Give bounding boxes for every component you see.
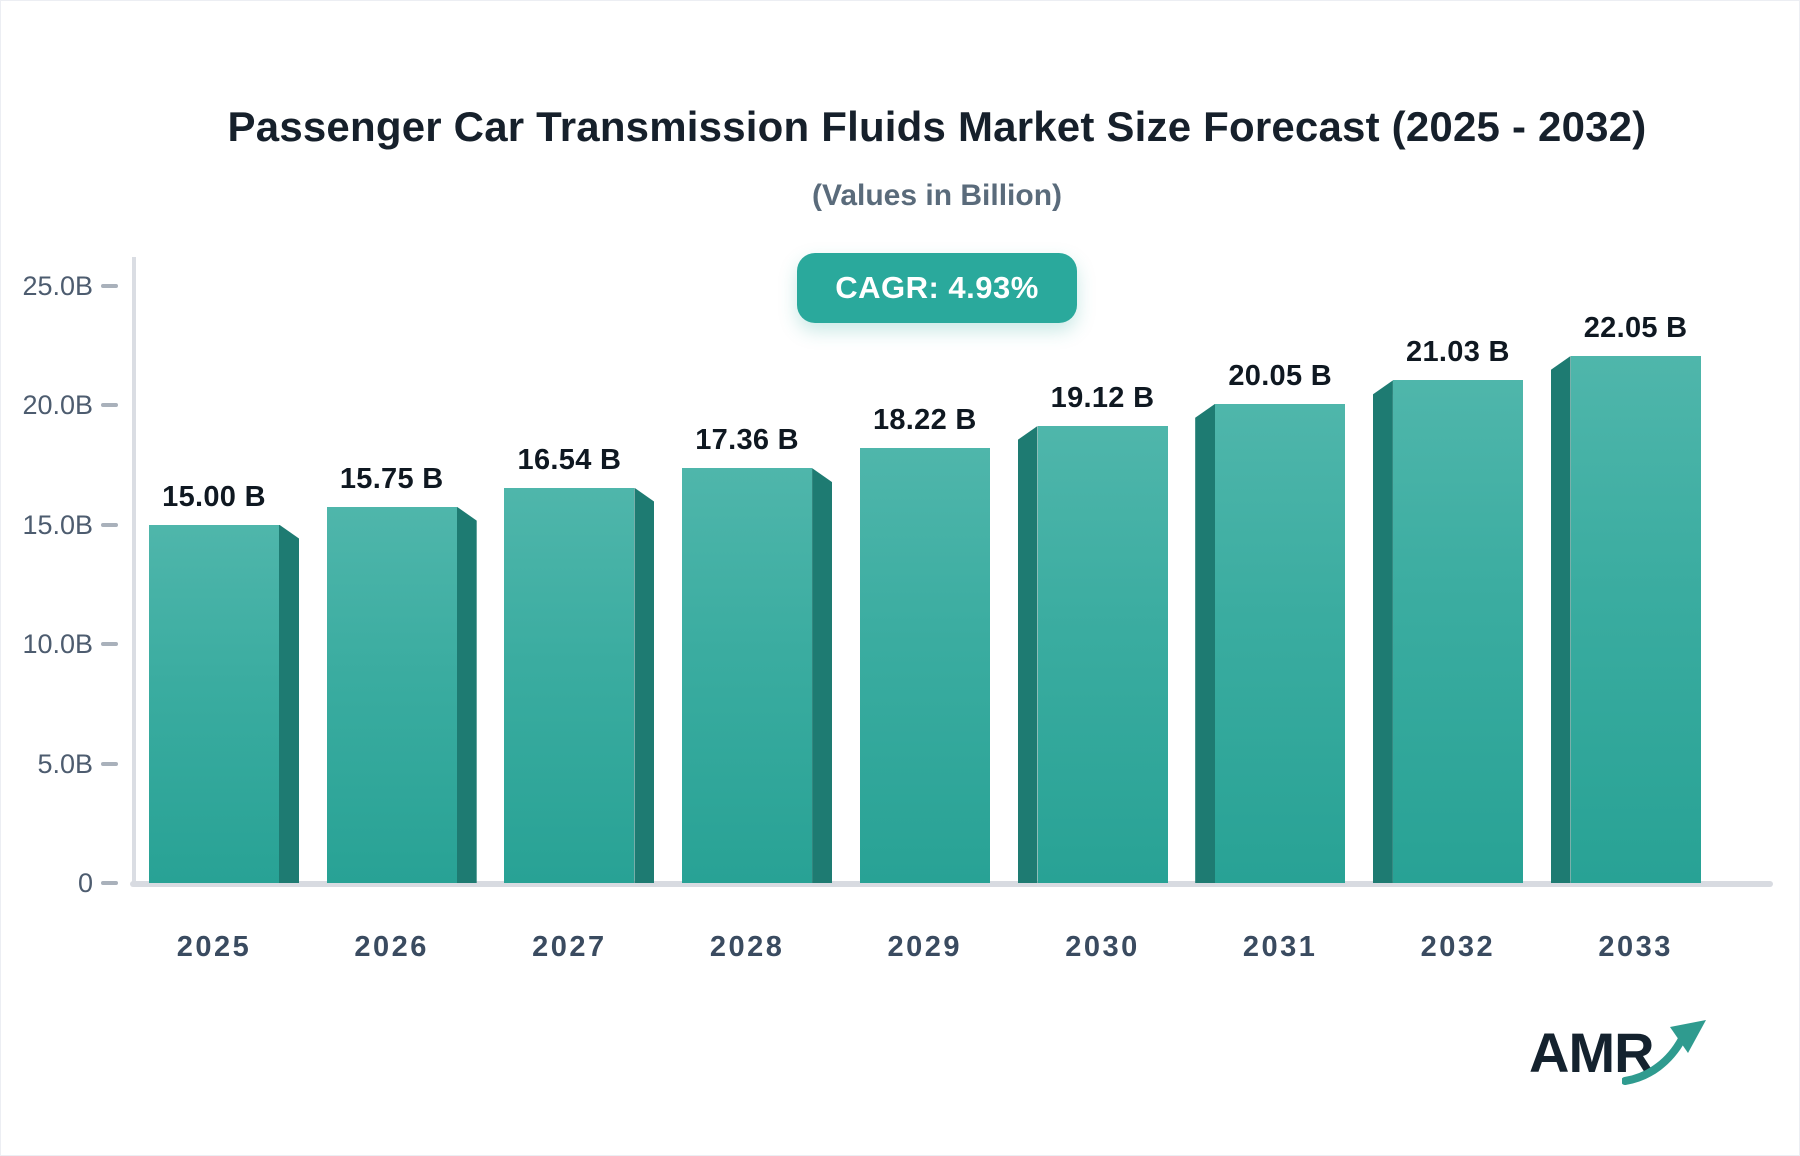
x-axis-label: 2026: [354, 931, 429, 963]
bar-side-face: [1195, 403, 1216, 883]
y-axis-tick-dash: [101, 522, 118, 527]
bar-side-face: [279, 524, 299, 883]
x-axis-label: 2027: [532, 931, 607, 963]
y-axis-tick-label: 10.0B: [22, 629, 93, 659]
bar-side-face: [634, 487, 655, 883]
y-axis-tick-label: 0: [77, 868, 93, 898]
bar-value-label: 15.00 B: [162, 480, 266, 513]
bar-front-face: [504, 487, 635, 883]
trending-up-arrow-icon: [1621, 1020, 1706, 1085]
cagr-badge: CAGR: 4.93%: [797, 253, 1077, 323]
x-axis-label: 2025: [176, 931, 252, 963]
bar-side-face: [1017, 426, 1038, 883]
bar-value-label: 21.03 B: [1406, 336, 1510, 369]
x-axis-label: 2031: [1242, 931, 1318, 963]
bar-front-face: [1392, 380, 1523, 883]
cagr-badge-row: CAGR: 4.93%: [1, 253, 1799, 323]
chart-title: Passenger Car Transmission Fluids Market…: [227, 103, 1647, 150]
x-axis-label: 2032: [1420, 931, 1496, 963]
y-axis-tick-label: 5.0B: [37, 748, 93, 779]
bar-side-face: [456, 506, 477, 883]
x-axis-baseline: [130, 881, 1773, 887]
bar-front-face: [682, 468, 813, 883]
bar-value-label: 17.36 B: [695, 424, 799, 457]
bar-value-label: 20.05 B: [1228, 359, 1333, 392]
bar-front-face: [1037, 426, 1168, 883]
x-axis-label: 2029: [887, 931, 963, 963]
y-axis-tick-dash: [101, 881, 118, 885]
bar-front-face: [1570, 356, 1701, 883]
y-axis-tick-dash: [101, 283, 118, 288]
x-axis-label: 2030: [1065, 931, 1140, 963]
bar-value-label: 19.12 B: [1050, 382, 1155, 415]
y-axis-tick-dash: [101, 403, 118, 407]
bar-front-face: [149, 524, 279, 883]
bar-side-face: [1550, 356, 1571, 883]
y-axis-tick-label: 15.0B: [22, 509, 93, 540]
bar-side-face: [812, 468, 833, 883]
y-axis-tick-label: 25.0B: [22, 270, 93, 301]
chart-subtitle: (Values in Billion): [811, 179, 1063, 212]
bar-value-label: 15.75 B: [339, 462, 444, 495]
y-axis-tick-dash: [101, 642, 118, 646]
y-axis-tick-dash: [101, 761, 118, 766]
x-axis-label: 2033: [1598, 931, 1673, 963]
y-axis-tick-label: 20.0B: [22, 390, 93, 420]
bar-value-label: 18.22 B: [872, 403, 977, 436]
bar-front-face: [1215, 403, 1346, 883]
amr-logo-text: AMR: [1529, 1021, 1655, 1084]
bar-value-label: 16.54 B: [517, 443, 622, 476]
amr-logo: AMR: [1529, 1020, 1708, 1085]
y-axis-line: [132, 257, 136, 883]
bar-front-face: [859, 447, 990, 883]
bar-side-face: [1372, 380, 1393, 883]
bar-front-face: [326, 506, 457, 883]
x-axis-label: 2028: [709, 931, 785, 963]
bar-value-label: 22.05 B: [1583, 312, 1688, 344]
